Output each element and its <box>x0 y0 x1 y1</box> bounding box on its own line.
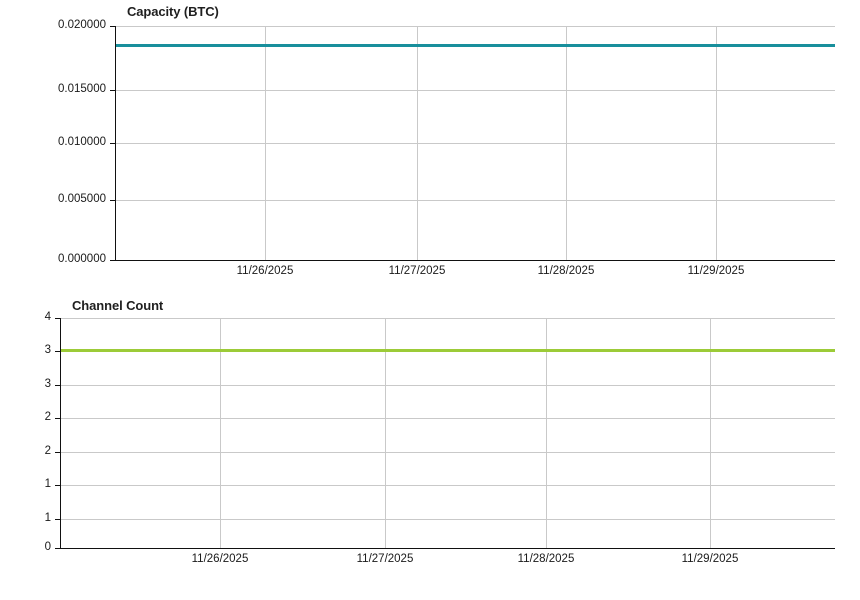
y-axis-line <box>60 318 61 549</box>
y-tick-mark <box>55 418 60 419</box>
y-tick-label: 3 <box>44 378 51 390</box>
gridline-v <box>566 26 567 260</box>
gridline-h <box>116 200 835 201</box>
x-axis-line <box>60 548 835 549</box>
gridline-h <box>61 452 835 453</box>
gridline-h <box>61 318 835 319</box>
gridline-h <box>61 485 835 486</box>
x-tick-label: 11/26/2025 <box>191 553 249 565</box>
y-tick-label: 0.015000 <box>58 83 106 95</box>
x-axis-line <box>115 260 835 261</box>
y-tick-label: 0.010000 <box>58 136 106 148</box>
channel-count-chart-title: Channel Count <box>72 298 164 313</box>
y-tick-label: 0 <box>44 541 51 553</box>
y-tick-mark <box>110 90 115 91</box>
y-tick-mark <box>110 260 115 261</box>
channel-count-chart-panel: Channel Count 4 3 3 2 2 1 1 0 <box>0 292 860 600</box>
capacity-chart-title: Capacity (BTC) <box>127 4 219 19</box>
y-tick-mark <box>55 351 60 352</box>
y-tick-mark <box>55 452 60 453</box>
y-tick-label: 3 <box>44 344 51 356</box>
y-tick-label: 0.005000 <box>58 193 106 205</box>
y-tick-label: 0.000000 <box>58 253 106 265</box>
gridline-v <box>265 26 266 260</box>
gridline-h <box>61 385 835 386</box>
gridline-h <box>61 418 835 419</box>
x-tick-label: 11/29/2025 <box>681 553 739 565</box>
y-tick-mark <box>55 485 60 486</box>
y-tick-mark <box>110 200 115 201</box>
gridline-h <box>116 90 835 91</box>
x-tick-label: 11/28/2025 <box>517 553 575 565</box>
y-tick-mark <box>55 318 60 319</box>
y-tick-label: 1 <box>44 512 51 524</box>
y-tick-mark <box>110 143 115 144</box>
x-tick-label: 11/27/2025 <box>388 265 446 277</box>
gridline-v <box>220 318 221 548</box>
gridline-v <box>546 318 547 548</box>
y-tick-label: 4 <box>44 311 51 323</box>
y-tick-mark <box>55 519 60 520</box>
channel-count-series-line <box>61 349 835 352</box>
y-tick-label: 2 <box>44 411 51 423</box>
gridline-h <box>61 519 835 520</box>
y-tick-label: 0.020000 <box>58 19 106 31</box>
gridline-v <box>716 26 717 260</box>
x-tick-label: 11/29/2025 <box>687 265 745 277</box>
x-tick-label: 11/27/2025 <box>356 553 414 565</box>
y-axis-line <box>115 26 116 261</box>
gridline-h <box>116 143 835 144</box>
x-tick-label: 11/28/2025 <box>537 265 595 277</box>
y-tick-mark <box>110 26 115 27</box>
gridline-v <box>385 318 386 548</box>
y-tick-label: 2 <box>44 445 51 457</box>
x-tick-label: 11/26/2025 <box>236 265 294 277</box>
y-tick-mark <box>55 548 60 549</box>
y-tick-label: 1 <box>44 478 51 490</box>
capacity-series-line <box>116 44 835 47</box>
gridline-v <box>417 26 418 260</box>
y-tick-mark <box>55 385 60 386</box>
capacity-chart-panel: Capacity (BTC) 0.020000 0.015000 0.01000… <box>0 0 860 290</box>
gridline-h <box>116 26 835 27</box>
gridline-v <box>710 318 711 548</box>
